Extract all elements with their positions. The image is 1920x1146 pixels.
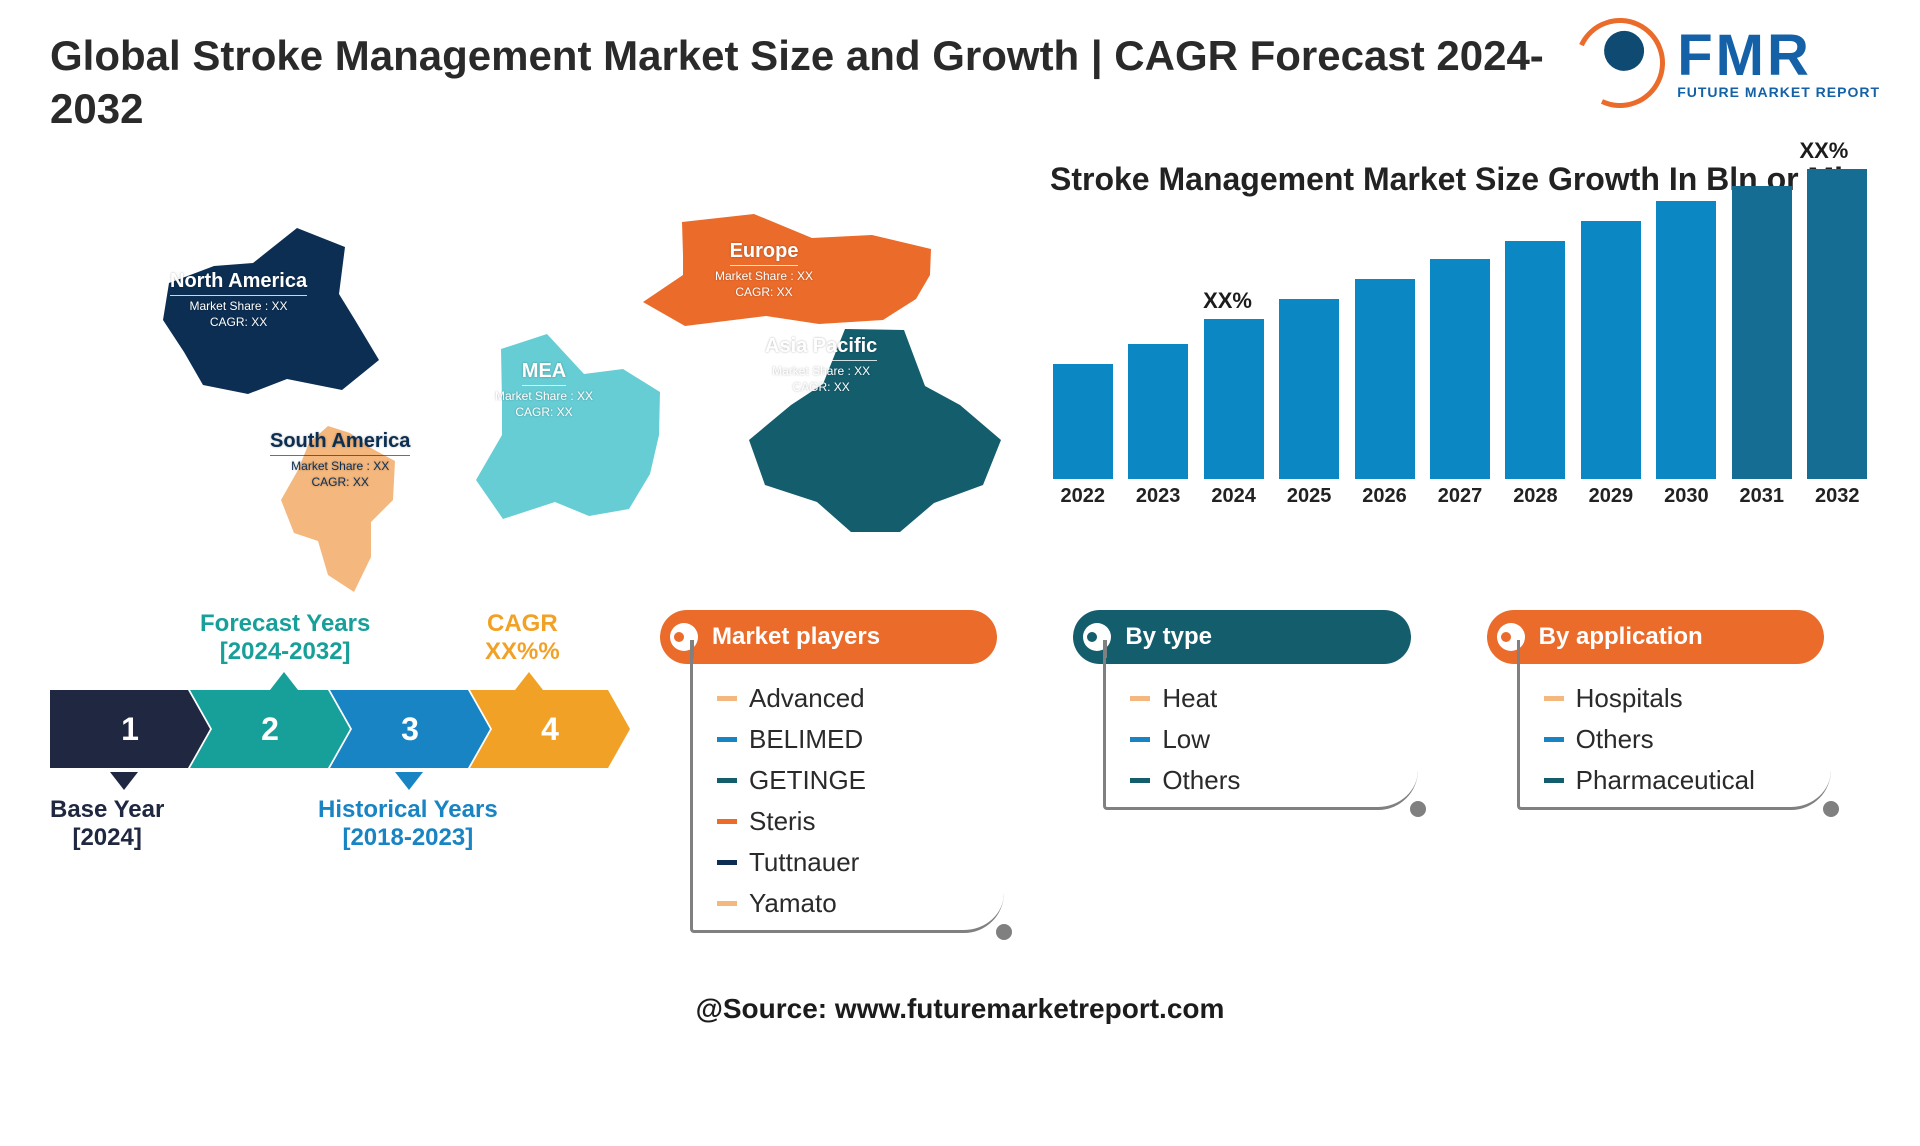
list-item: Others (1544, 719, 1821, 760)
bar-2025: 2025 (1276, 299, 1341, 508)
list-item: Hospitals (1544, 678, 1821, 719)
bar-2032: 2032 (1805, 169, 1870, 508)
bar-2024: 2024 (1201, 319, 1266, 508)
bar-2027: 2027 (1427, 259, 1492, 508)
brand-logo: FMR FUTURE MARKET REPORT (1575, 18, 1880, 108)
region-eu: Europe Market Share : XXCAGR: XX (715, 240, 813, 300)
dot-icon (1497, 623, 1525, 651)
world-map: North America Market Share : XXCAGR: XX … (50, 160, 1010, 560)
timeline-chart: Forecast Years [2024-2032] CAGR XX%% 123… (50, 610, 630, 868)
list-item: Heat (1130, 678, 1407, 719)
region-na: North America Market Share : XXCAGR: XX (170, 270, 307, 330)
list-item: GETINGE (717, 760, 994, 801)
annot-end: XX% (1799, 138, 1848, 164)
bar-2030: 2030 (1654, 201, 1719, 508)
dot-icon (1083, 623, 1111, 651)
logo-text-big: FMR (1677, 27, 1880, 85)
growth-bar-chart: Stroke Management Market Size Growth In … (1020, 160, 1870, 560)
bar-2022: 2022 (1050, 364, 1115, 508)
bar-2031: 2031 (1729, 186, 1794, 508)
timeline-seg-4: 4 (470, 690, 630, 768)
annot-start: XX% (1203, 288, 1252, 314)
list-item: Low (1130, 719, 1407, 760)
forecast-label: Forecast Years [2024-2032] (200, 610, 370, 665)
segment-body: Heat Low Others (1103, 658, 1417, 810)
list-item: BELIMED (717, 719, 994, 760)
telescope-icon (1563, 5, 1678, 120)
segment-body: Advanced BELIMED GETINGE Steris Tuttnaue… (690, 658, 1004, 933)
timeline-seg-3: 3 (330, 690, 490, 768)
segment-body: Hospitals Others Pharmaceutical (1517, 658, 1831, 810)
bar-2023: 2023 (1125, 344, 1190, 508)
bar-2028: 2028 (1503, 241, 1568, 508)
region-sa: South America Market Share : XXCAGR: XX (270, 430, 410, 490)
region-mea: MEA Market Share : XXCAGR: XX (495, 360, 593, 420)
pill-header: Market players (660, 610, 997, 664)
pill-header: By application (1487, 610, 1824, 664)
logo-text-small: FUTURE MARKET REPORT (1677, 85, 1880, 99)
list-item: Pharmaceutical (1544, 760, 1821, 801)
timeline-seg-2: 2 (190, 690, 350, 768)
timeline-seg-1: 1 (50, 690, 210, 768)
bar-2029: 2029 (1578, 221, 1643, 508)
cagr-label: CAGR XX%% (485, 610, 560, 665)
bar-2026: 2026 (1352, 279, 1417, 508)
list-item: Advanced (717, 678, 994, 719)
dot-icon (670, 623, 698, 651)
source-text: @Source: www.futuremarketreport.com (50, 993, 1870, 1025)
list-item: Tuttnauer (717, 842, 994, 883)
list-item: Others (1130, 760, 1407, 801)
list-item: Yamato (717, 883, 994, 924)
base-year-label: Base Year [2024] (50, 796, 164, 851)
historical-label: Historical Years [2018-2023] (318, 796, 498, 851)
page-title: Global Stroke Management Market Size and… (50, 30, 1600, 135)
region-ap: Asia Pacific Market Share : XXCAGR: XX (765, 335, 877, 395)
list-item: Steris (717, 801, 994, 842)
pill-header: By type (1073, 610, 1410, 664)
